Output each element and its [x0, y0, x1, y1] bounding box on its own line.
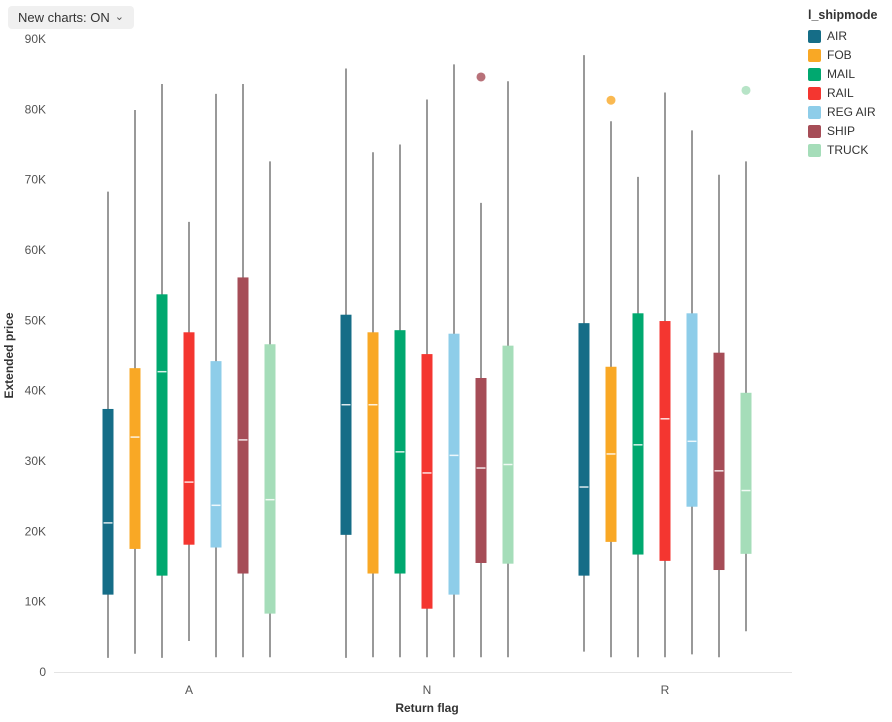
box-rect	[448, 333, 460, 595]
y-tick-label: 0	[39, 665, 46, 679]
legend-label: REG AIR	[827, 105, 876, 119]
outlier-dot	[606, 95, 616, 105]
toolbar: New charts: ON ⌄	[8, 6, 134, 29]
box-air-r	[578, 55, 590, 652]
outlier-dot	[476, 72, 486, 82]
y-tick-label: 70K	[25, 173, 46, 187]
legend-item-ship[interactable]: SHIP	[808, 124, 892, 138]
box-rect	[686, 313, 698, 507]
y-tick-label: 60K	[25, 243, 46, 257]
legend-item-truck[interactable]: TRUCK	[808, 143, 892, 157]
box-rail-n	[421, 99, 433, 658]
box-rect	[367, 332, 379, 574]
legend-label: FOB	[827, 48, 852, 62]
box-rail-r	[659, 92, 671, 658]
legend-label: MAIL	[827, 67, 856, 81]
box-ship-n	[475, 72, 487, 658]
chevron-down-icon: ⌄	[114, 11, 124, 23]
y-tick-label: 40K	[25, 384, 46, 398]
legend-swatch	[808, 105, 821, 119]
legend-item-reg-air[interactable]: REG AIR	[808, 105, 892, 119]
box-rect	[183, 332, 195, 545]
legend-swatch	[808, 48, 821, 62]
box-rect	[102, 408, 114, 595]
legend-item-mail[interactable]: MAIL	[808, 67, 892, 81]
y-tick-label: 80K	[25, 102, 46, 116]
legend-label: RAIL	[827, 86, 854, 100]
box-rect	[237, 277, 249, 574]
legend-item-rail[interactable]: RAIL	[808, 86, 892, 100]
y-tick-label: 50K	[25, 313, 46, 327]
box-rect	[740, 392, 752, 554]
legend-label: TRUCK	[827, 143, 869, 157]
box-rect	[210, 361, 222, 548]
x-tick-label: N	[423, 683, 432, 697]
legend-label: AIR	[827, 29, 848, 43]
box-mail-r	[632, 176, 644, 658]
box-rect	[340, 314, 352, 535]
box-rect	[421, 354, 433, 609]
y-tick-label: 20K	[25, 524, 46, 538]
legend-item-air[interactable]: AIR	[808, 29, 892, 43]
box-air-n	[340, 68, 352, 658]
box-ship-r	[713, 174, 725, 658]
box-rect	[659, 321, 671, 561]
y-axis-title: Extended price	[2, 312, 16, 398]
box-air-a	[102, 191, 114, 658]
box-reg-air-r	[686, 130, 698, 655]
box-rail-a	[183, 221, 195, 642]
legend-items: AIR FOB MAIL RAIL REG AIR SHIP TRUCK	[808, 29, 892, 157]
legend-swatch	[808, 124, 821, 138]
box-rect	[502, 345, 514, 564]
legend-swatch	[808, 29, 821, 43]
y-tick-label: 90K	[25, 32, 46, 46]
box-truck-n	[502, 81, 514, 658]
box-rect	[475, 378, 487, 563]
legend: l_shipmode AIR FOB MAIL RAIL REG AIR SHIP TRUC…	[808, 8, 892, 162]
box-rect	[632, 313, 644, 555]
box-fob-n	[367, 152, 379, 658]
box-truck-a	[264, 161, 276, 658]
new-charts-toggle[interactable]: New charts: ON ⌄	[8, 6, 134, 29]
legend-swatch	[808, 86, 821, 100]
box-reg-air-n	[448, 64, 460, 658]
box-rect	[713, 352, 725, 571]
box-rect	[156, 294, 168, 576]
box-mail-a	[156, 84, 168, 658]
legend-label: SHIP	[827, 124, 856, 138]
y-tick-label: 30K	[25, 454, 46, 468]
box-fob-a	[129, 110, 141, 654]
box-ship-a	[237, 84, 249, 658]
legend-swatch	[808, 67, 821, 81]
legend-swatch	[808, 143, 821, 157]
legend-item-fob[interactable]: FOB	[808, 48, 892, 62]
new-charts-label: New charts: ON	[18, 10, 110, 25]
box-rect	[264, 344, 276, 614]
y-tick-label: 10K	[25, 595, 46, 609]
x-tick-label: R	[661, 683, 670, 697]
box-mail-n	[394, 144, 406, 658]
x-axis-title: Return flag	[395, 701, 458, 715]
box-rect	[578, 323, 590, 576]
box-truck-r	[740, 85, 752, 632]
box-rect	[129, 368, 141, 549]
box-reg-air-a	[210, 93, 222, 658]
x-tick-label: A	[185, 683, 193, 697]
outlier-dot	[741, 85, 751, 95]
legend-title: l_shipmode	[808, 8, 878, 22]
box-fob-r	[605, 95, 617, 658]
